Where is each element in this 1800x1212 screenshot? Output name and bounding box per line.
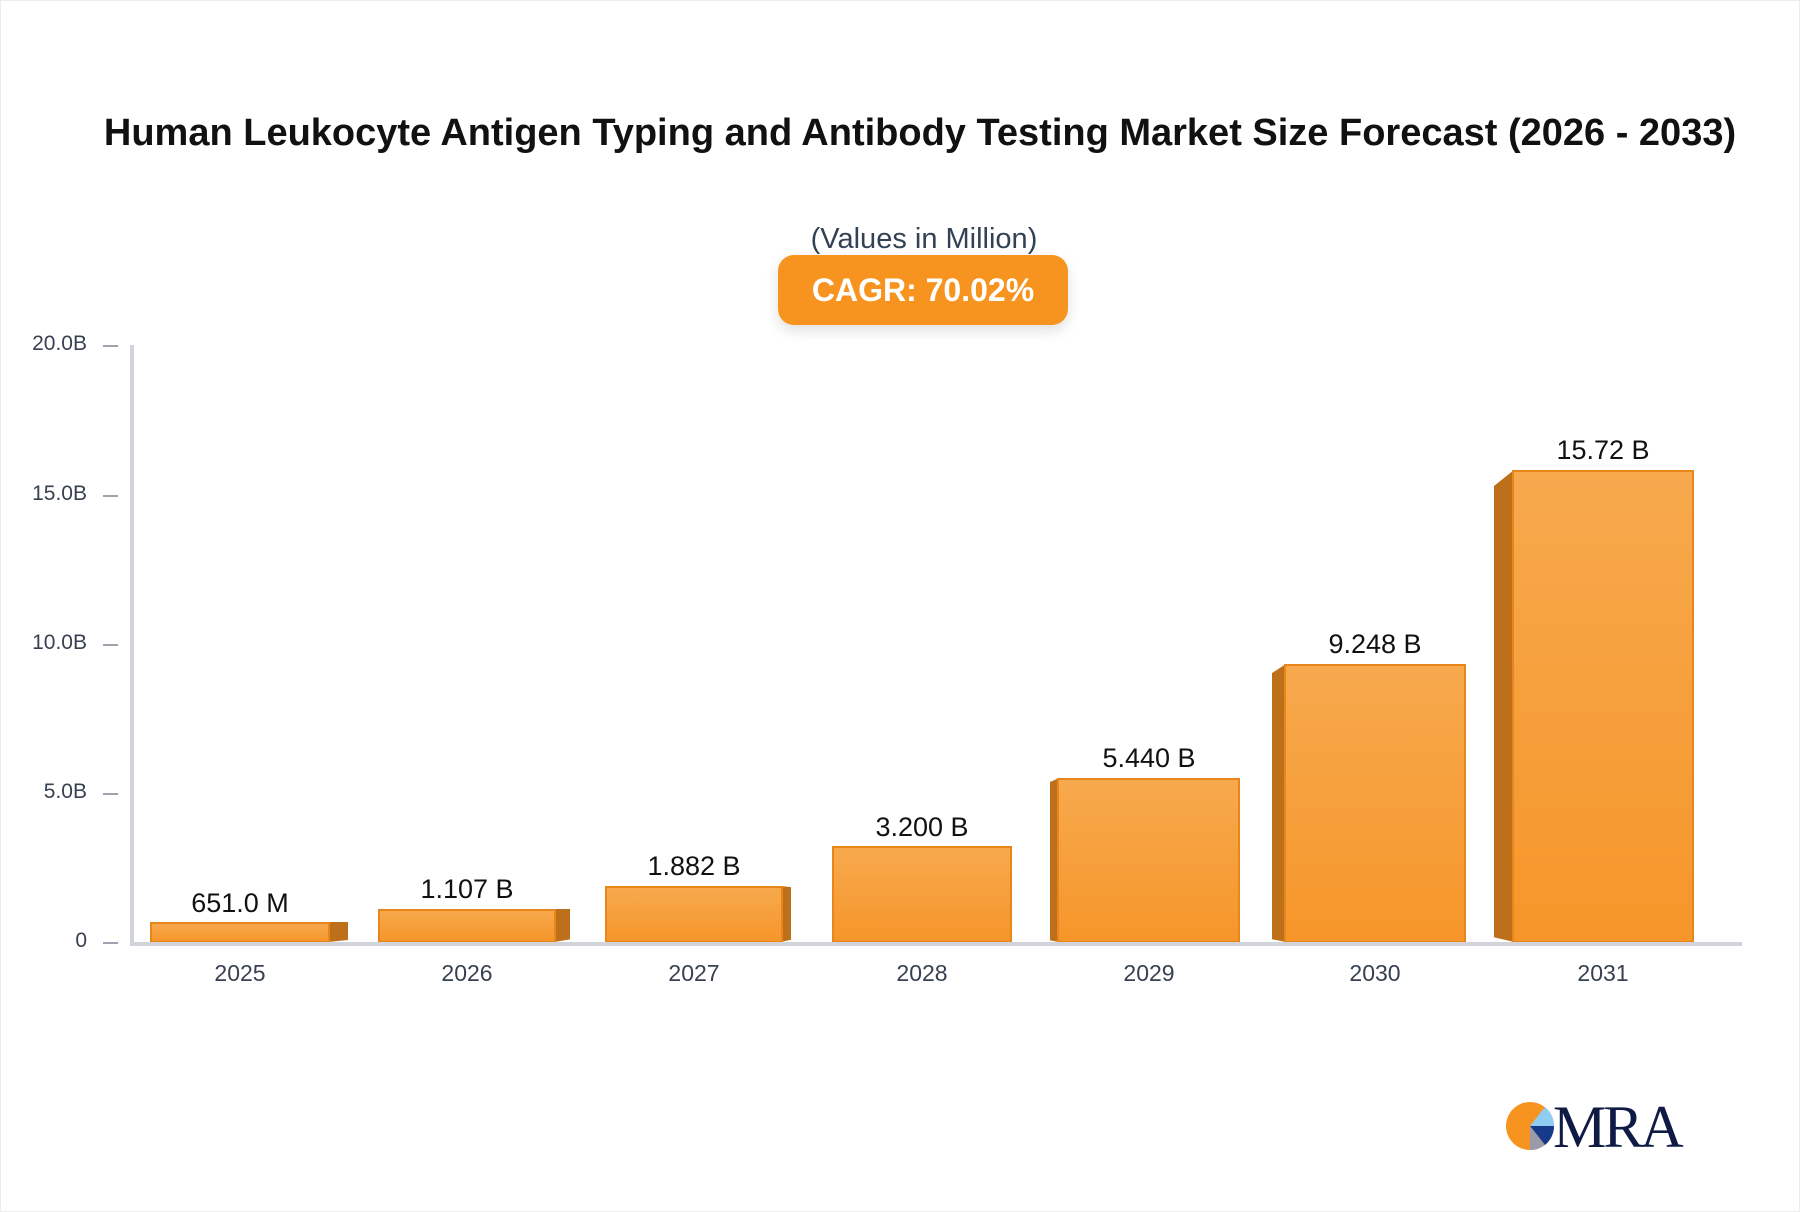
x-tick-label: 2031 (1577, 960, 1629, 986)
x-tick-label: 2030 (1349, 960, 1401, 986)
y-tick-label: 5.0B (43, 780, 87, 803)
x-tick-label: 2028 (896, 960, 948, 986)
pie-logo-icon (1506, 1102, 1555, 1151)
mra-logo: MRA (1505, 1094, 1695, 1160)
y-tick-mark (103, 345, 118, 347)
y-axis (130, 345, 134, 945)
y-tick-label: 20.0B (32, 332, 87, 355)
bar-value-label: 9.248 B (1328, 629, 1422, 659)
bar-2030[interactable] (1284, 664, 1466, 943)
bar-2031[interactable] (1512, 470, 1694, 943)
y-tick-mark (103, 495, 118, 497)
y-tick-mark (103, 793, 118, 795)
bar-value-label: 1.107 B (420, 874, 514, 904)
bar-side-2029 (1050, 778, 1059, 942)
bar-2025[interactable] (150, 922, 330, 943)
cagr-badge: CAGR: 70.02% (778, 255, 1068, 325)
bar-value-label: 5.440 B (1102, 743, 1196, 773)
chart-subtitle: (Values in Million) (810, 223, 1038, 255)
bar-value-label: 1.882 B (647, 851, 741, 881)
x-tick-label: 2029 (1123, 960, 1175, 986)
y-tick-label: 0 (75, 929, 87, 952)
bar-2028[interactable] (832, 846, 1012, 943)
bar-side-2027 (781, 886, 791, 942)
y-tick-mark (103, 942, 118, 944)
bar-side-2031 (1494, 470, 1514, 942)
x-tick-label: 2025 (214, 960, 266, 986)
logo-text: MRA (1553, 1094, 1684, 1160)
bar-value-label: 651.0 M (191, 888, 289, 918)
bar-2029[interactable] (1057, 778, 1240, 943)
bar-value-label: 15.72 B (1556, 435, 1650, 465)
y-tick-mark (103, 644, 118, 646)
bar-side-2030 (1272, 664, 1286, 942)
x-tick-label: 2027 (668, 960, 720, 986)
y-tick-label: 10.0B (32, 631, 87, 654)
bar-2027[interactable] (605, 886, 783, 943)
bar-side-2026 (554, 909, 570, 942)
y-tick-label: 15.0B (32, 482, 87, 505)
bar-value-label: 3.200 B (875, 812, 969, 842)
x-tick-label: 2026 (441, 960, 493, 986)
x-axis (130, 942, 1742, 946)
bar-2026[interactable] (378, 909, 556, 943)
bar-side-2025 (328, 922, 348, 942)
chart-title: Human Leukocyte Antigen Typing and Antib… (103, 112, 1737, 154)
